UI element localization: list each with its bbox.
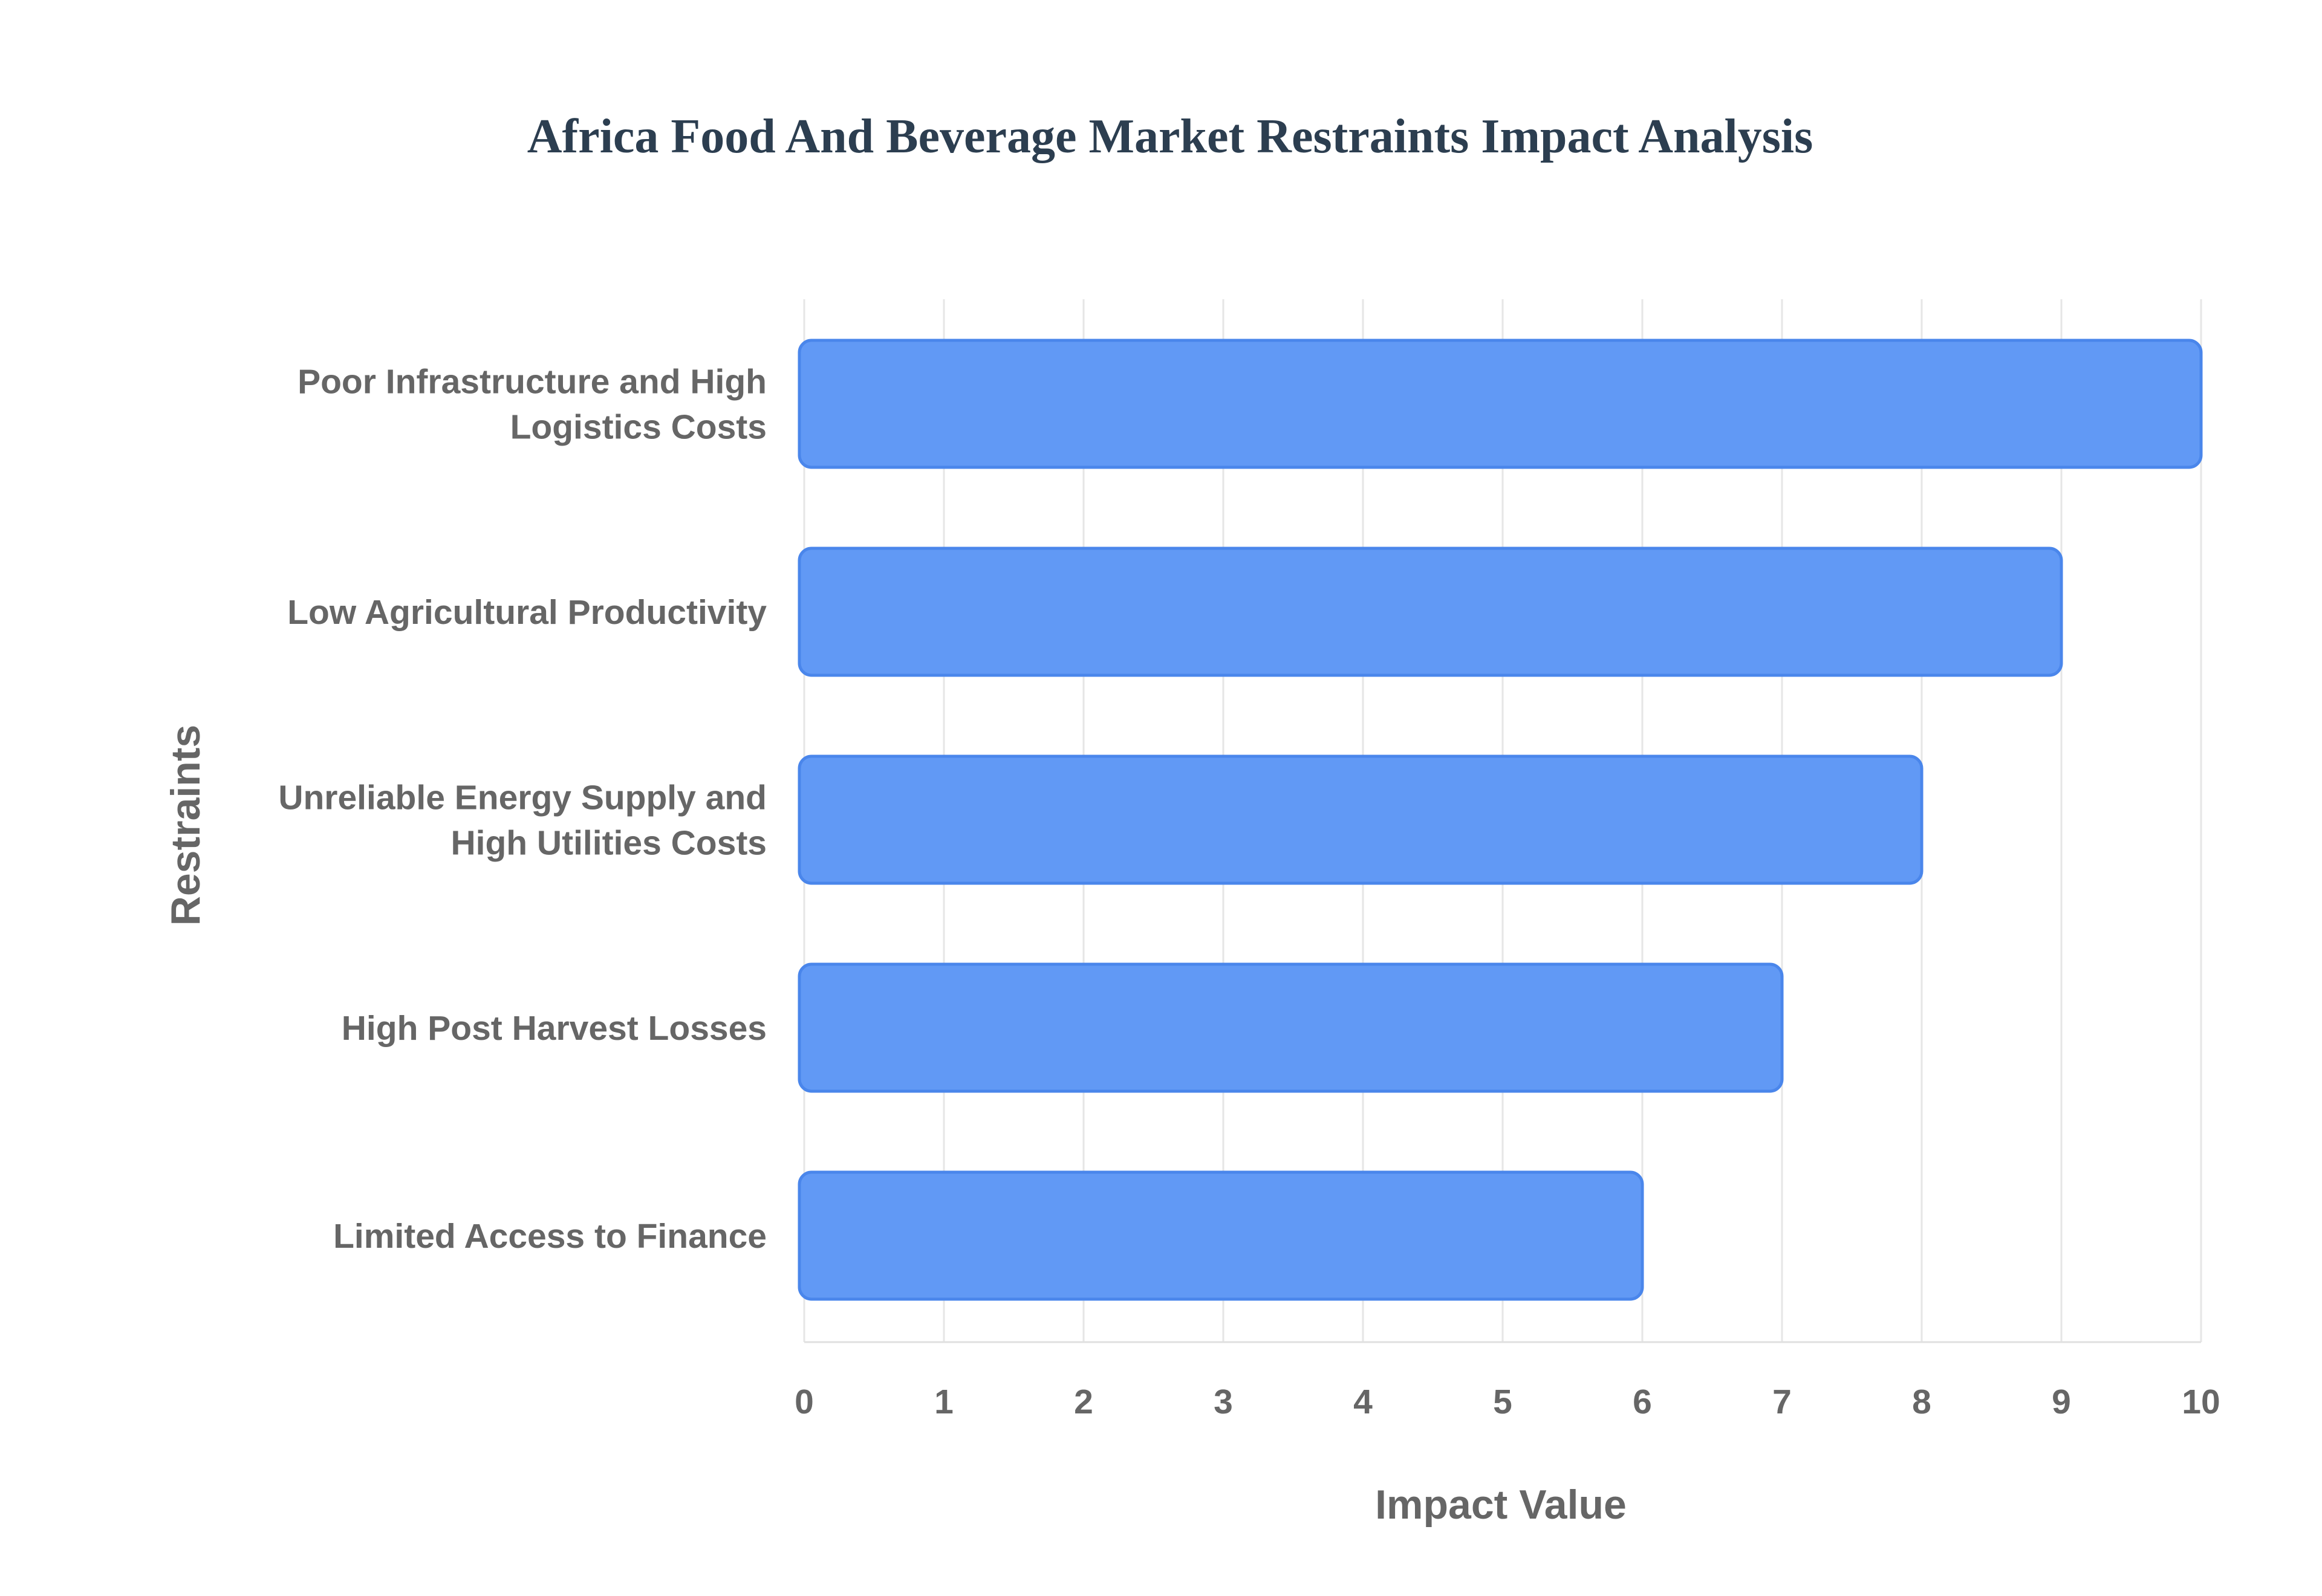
category-label: Poor Infrastructure and High Logistics Co… — [298, 363, 767, 447]
category-label-line: Limited Access to Finance — [333, 1217, 767, 1256]
category-labels: Poor Infrastructure and High Logistics Co… — [278, 363, 767, 1256]
chart-title: Africa Food And Beverage Market Restrain… — [527, 110, 1813, 163]
bar — [798, 754, 1924, 885]
x-tick-labels: 0 1 2 3 4 5 6 7 8 9 10 — [795, 1383, 2220, 1421]
y-axis-title: Restraints — [163, 725, 209, 926]
category-label: Limited Access to Finance — [333, 1217, 767, 1256]
x-tick-label: 4 — [1353, 1383, 1373, 1421]
category-label-line: Poor Infrastructure and High — [298, 363, 767, 401]
category-label-line: High Utilities Costs — [450, 824, 767, 863]
category-label-line: Unreliable Energy Supply and — [278, 779, 767, 817]
category-label-line: High Post Harvest Losses — [342, 1009, 767, 1048]
x-tick-label: 2 — [1074, 1383, 1093, 1421]
bar — [798, 547, 2063, 677]
bar — [798, 339, 2203, 469]
x-tick-label: 9 — [2052, 1383, 2071, 1421]
category-label: High Post Harvest Losses — [342, 1009, 767, 1048]
bars — [798, 339, 2203, 1301]
x-tick-label: 7 — [1772, 1383, 1792, 1421]
x-axis-title: Impact Value — [1375, 1482, 1627, 1528]
bar — [798, 962, 1784, 1093]
x-tick-label: 0 — [795, 1383, 814, 1421]
x-tick-label: 1 — [934, 1383, 954, 1421]
category-label: Low Agricultural Productivity — [287, 593, 767, 632]
category-label: Unreliable Energy Supply and High Utiliti… — [278, 779, 767, 863]
x-tick-label: 8 — [1912, 1383, 1931, 1421]
bar — [798, 1170, 1644, 1301]
x-tick-label: 10 — [2182, 1383, 2220, 1421]
x-tick-label: 6 — [1633, 1383, 1652, 1421]
x-tick-label: 3 — [1214, 1383, 1233, 1421]
category-label-line: Logistics Costs — [510, 408, 767, 447]
category-label-line: Low Agricultural Productivity — [287, 593, 767, 632]
x-tick-label: 5 — [1493, 1383, 1512, 1421]
